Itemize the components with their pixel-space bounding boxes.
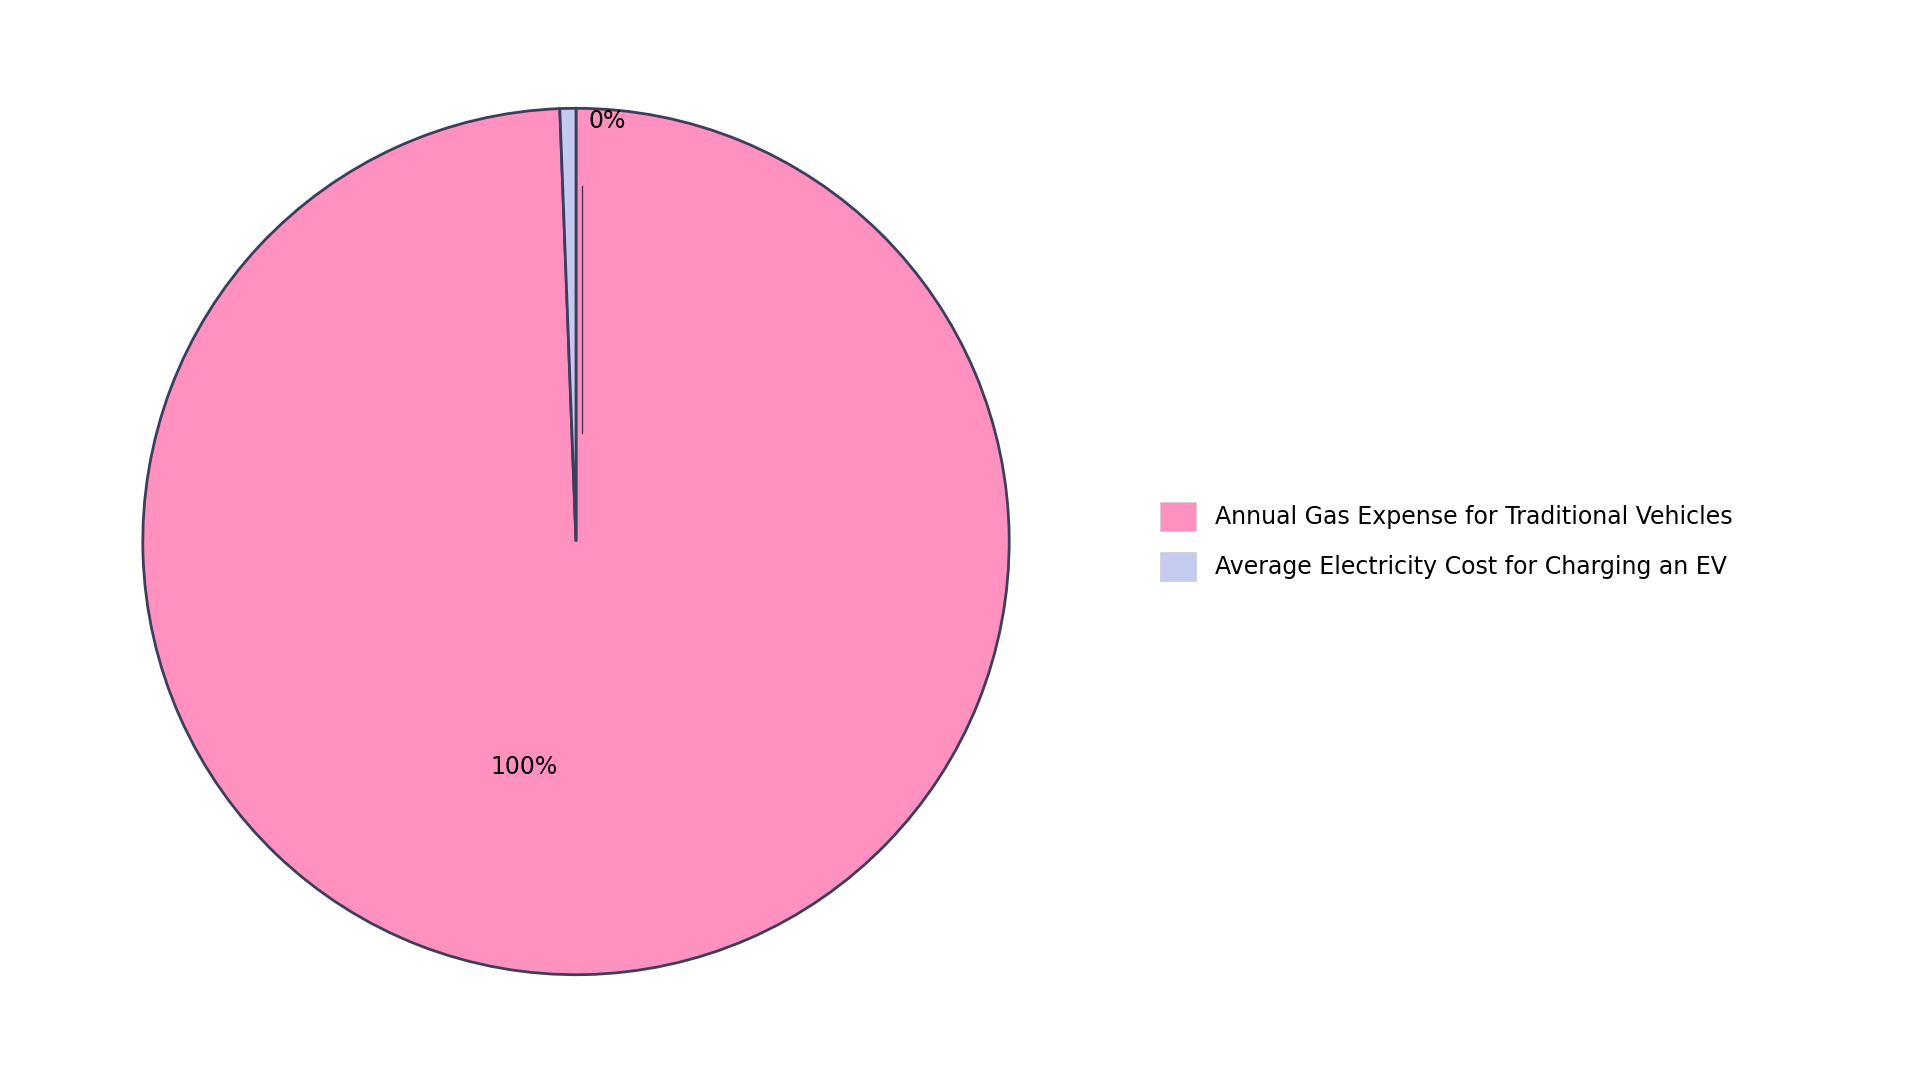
Text: 0%: 0% [589, 109, 626, 133]
Text: 100%: 100% [490, 755, 557, 779]
Legend: Annual Gas Expense for Traditional Vehicles, Average Electricity Cost for Chargi: Annual Gas Expense for Traditional Vehic… [1150, 493, 1741, 590]
Wedge shape [142, 108, 1010, 975]
Wedge shape [561, 108, 576, 542]
